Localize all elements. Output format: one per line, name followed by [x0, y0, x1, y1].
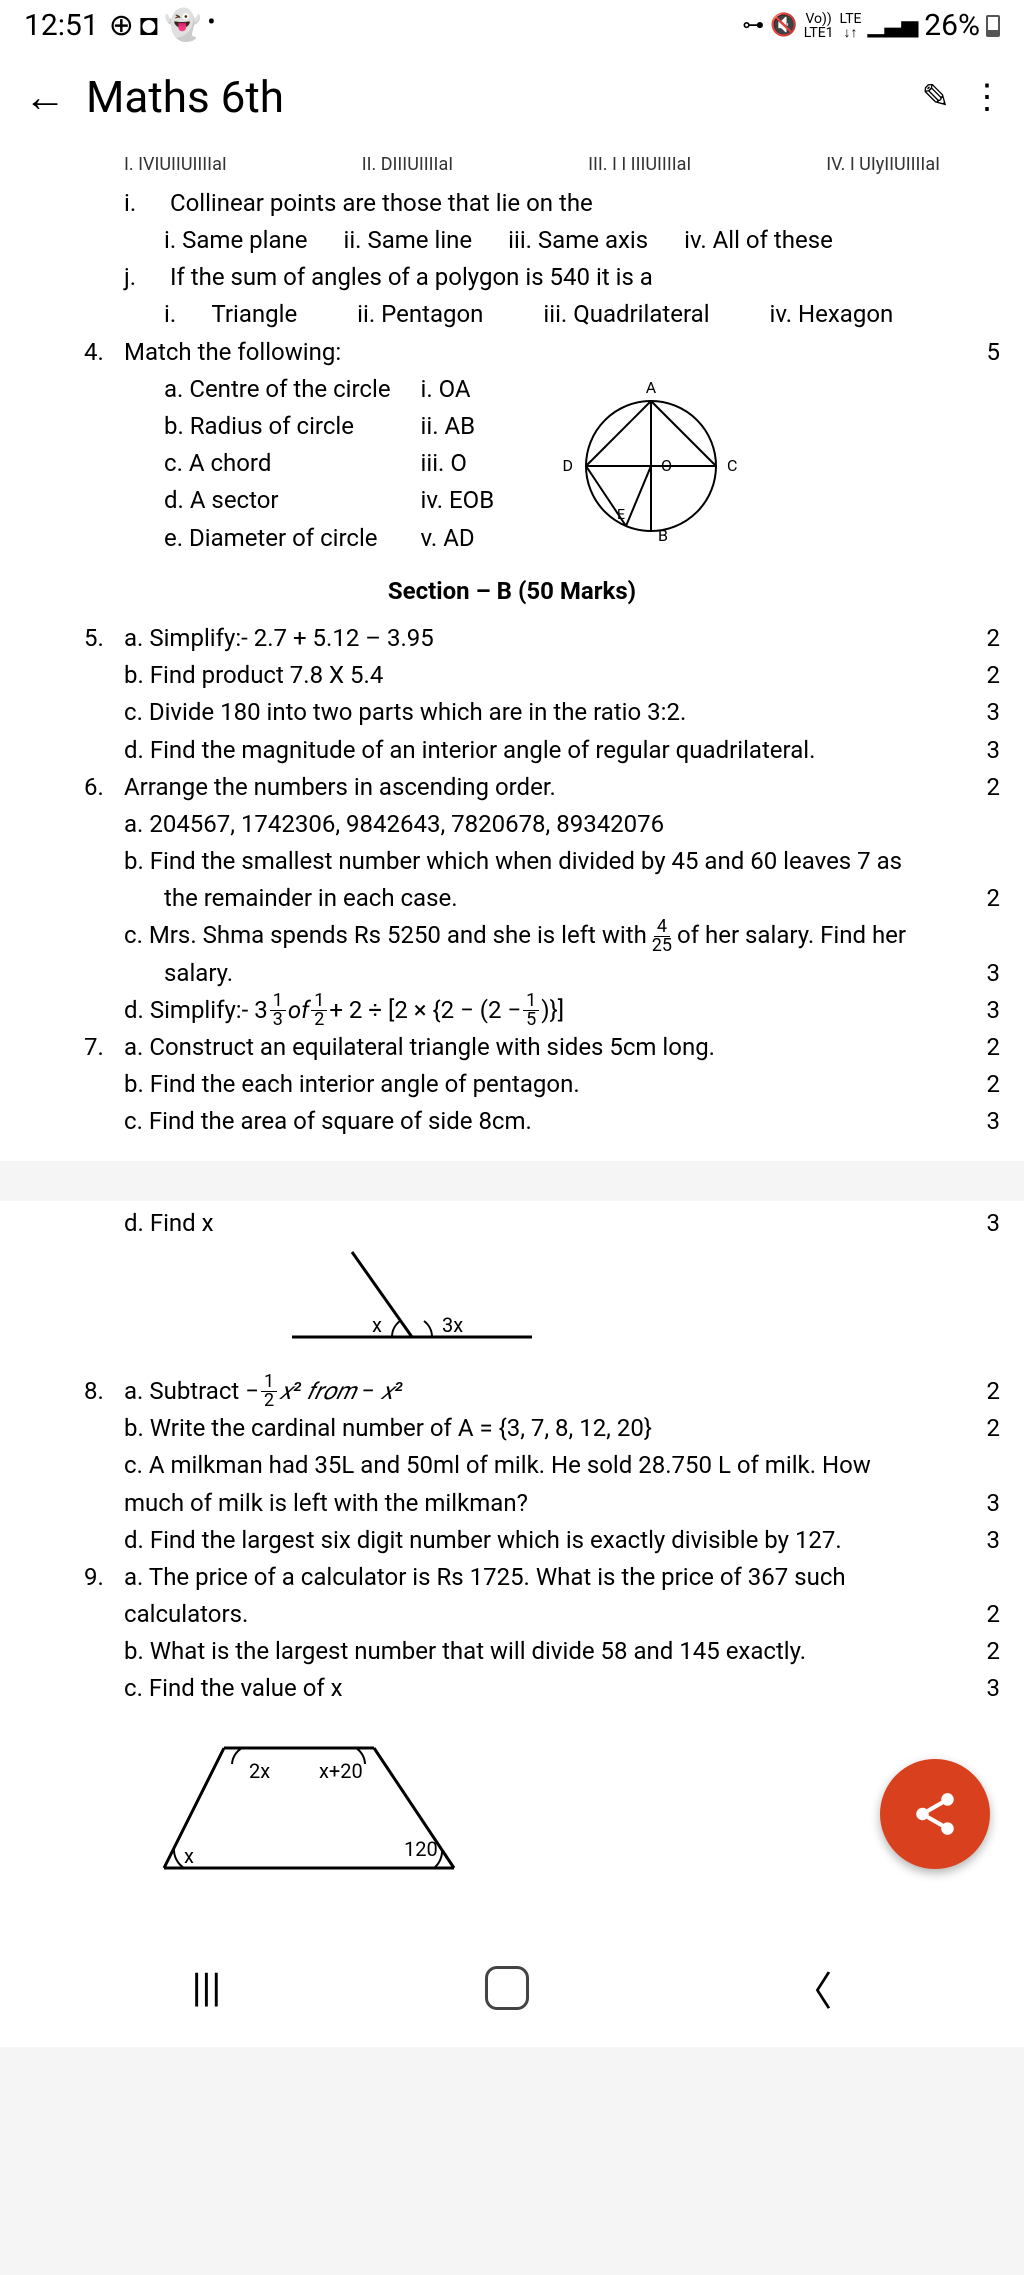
question-9c: c. Find the value of x 3: [24, 1670, 1000, 1707]
share-fab[interactable]: [880, 1759, 990, 1869]
svg-text:B: B: [658, 526, 668, 545]
mute-icon: 🔇: [770, 13, 797, 38]
question-i-options: i. Same plane ii. Same line iii. Same ax…: [24, 222, 1000, 259]
circle-diagram: A B C D E O: [551, 371, 751, 551]
more-notifications-icon: •: [207, 8, 215, 43]
svg-text:O: O: [661, 456, 672, 475]
question-6b-line2: the remainder in each case. 2: [24, 880, 1000, 917]
question-5d: d. Find the magnitude of an interior ang…: [24, 732, 1000, 769]
question-8a: 8. a. Subtract − 12 𝑥² 𝑓𝑟𝑜𝑚 − 𝑥² 2: [24, 1373, 1000, 1410]
question-j: j. If the sum of angles of a polygon is …: [24, 259, 1000, 296]
vpn-key-icon: ⊶: [742, 13, 764, 38]
cutoff-prev-question: I. IVIUIIUIIIIaI II. DIIIUIIIIaI III. I …: [24, 151, 1000, 185]
question-8c-line2: much of milk is left with the milkman? 3: [24, 1485, 1000, 1522]
svg-text:120: 120: [404, 1837, 438, 1861]
network-stack: Vo)) LTE1: [804, 12, 834, 40]
share-icon: [910, 1789, 960, 1839]
battery-icon: [986, 15, 1000, 37]
question-i: i. Collinear points are those that lie o…: [24, 185, 1000, 222]
network-stack-2: LTE ↓↑: [840, 12, 862, 40]
app-header: ← Maths 6th ✎ ⋮: [0, 51, 1024, 147]
svg-text:x: x: [184, 1844, 194, 1868]
svg-text:E: E: [617, 507, 625, 523]
recent-apps-button[interactable]: |||: [192, 1964, 221, 2011]
clock: 12:51: [24, 8, 99, 43]
life360-icon: ⊕: [109, 8, 134, 43]
status-bar: 12:51 ⊕ ◘ 👻 • ⊶ 🔇 Vo)) LTE1 LTE ↓↑ ▁▃▅ 2…: [0, 0, 1024, 51]
svg-text:2x: 2x: [249, 1759, 270, 1783]
trapezium-figure-container: x 2x x+20 120: [24, 1708, 1000, 1899]
question-7b: b. Find the each interior angle of penta…: [24, 1066, 1000, 1103]
question-7a: 7.a. Construct an equilateral triangle w…: [24, 1029, 1000, 1066]
home-button[interactable]: [485, 1966, 529, 2010]
app-icon: ◘: [140, 8, 158, 43]
status-left: 12:51 ⊕ ◘ 👻 •: [24, 8, 215, 43]
svg-text:A: A: [645, 378, 656, 397]
system-nav-bar: ||| 〈: [0, 1919, 1024, 2047]
question-6c-line1: c. Mrs. Shma spends Rs 5250 and she is l…: [24, 917, 1000, 954]
question-8b: b. Write the cardinal number of A = {3, …: [24, 1410, 1000, 1447]
question-6c-line2: salary. 3: [24, 955, 1000, 992]
page-title: Maths 6th: [86, 71, 902, 123]
edit-icon[interactable]: ✎: [922, 77, 951, 117]
question-5a: 5.a. Simplify:- 2.7 + 5.12 – 3.95 2: [24, 620, 1000, 657]
snapchat-icon: 👻: [164, 8, 201, 43]
question-6b-line1: b. Find the smallest number which when d…: [24, 843, 1000, 880]
question-j-options: i. Triangle ii. Pentagon iii. Quadrilate…: [24, 296, 1000, 333]
signal-icon: ▁▃▅: [868, 13, 919, 38]
question-9a-line2: calculators. 2: [24, 1596, 1000, 1633]
question-6a: a. 204567, 1742306, 9842643, 7820678, 89…: [24, 806, 1000, 843]
svg-text:x: x: [372, 1313, 382, 1337]
svg-text:D: D: [562, 456, 573, 475]
match-table: a. Centre of the circle b. Radius of cir…: [24, 371, 1000, 557]
back-arrow-icon[interactable]: ←: [24, 73, 66, 122]
question-9a-line1: 9.a. The price of a calculator is Rs 172…: [24, 1559, 1000, 1596]
status-app-icons: ⊕ ◘ 👻 •: [109, 8, 216, 43]
angle-diagram: x 3x: [282, 1242, 542, 1362]
question-6: 6.Arrange the numbers in ascending order…: [24, 769, 1000, 806]
question-7d: d. Find x 3: [24, 1205, 1000, 1242]
document-page-1: I. IVIUIIUIIIIaI II. DIIIUIIIIaI III. I …: [0, 147, 1024, 1161]
question-8c-line1: c. A milkman had 35L and 50ml of milk. H…: [24, 1447, 1000, 1484]
svg-text:3x: 3x: [442, 1313, 463, 1337]
question-8d: d. Find the largest six digit number whi…: [24, 1522, 1000, 1559]
question-5b: b. Find product 7.8 X 5.4 2: [24, 657, 1000, 694]
trapezium-diagram: x 2x x+20 120: [124, 1708, 484, 1888]
question-5c: c. Divide 180 into two parts which are i…: [24, 694, 1000, 731]
battery-pct: 26%: [924, 8, 980, 43]
question-6d: d. Simplify:- 3 13 of 12 + 2 ÷ [2 × {2 −…: [24, 992, 1000, 1029]
status-right: ⊶ 🔇 Vo)) LTE1 LTE ↓↑ ▁▃▅ 26%: [742, 8, 1000, 43]
more-menu-icon[interactable]: ⋮: [970, 77, 1000, 117]
document-page-2: d. Find x 3 x 3x 8. a. Subtract − 12 𝑥² …: [0, 1201, 1024, 1919]
fraction-4-25: 4 25: [649, 918, 675, 955]
angle-figure-container: x 3x: [0, 1242, 1000, 1373]
section-b-heading: Section – B (50 Marks): [24, 557, 1000, 620]
question-4: 4.Match the following: 5: [24, 334, 1000, 371]
question-7c: c. Find the area of square of side 8cm. …: [24, 1103, 1000, 1140]
svg-text:C: C: [727, 456, 737, 475]
back-button[interactable]: 〈: [792, 1959, 832, 2017]
question-9b: b. What is the largest number that will …: [24, 1633, 1000, 1670]
svg-text:x+20: x+20: [319, 1759, 363, 1783]
